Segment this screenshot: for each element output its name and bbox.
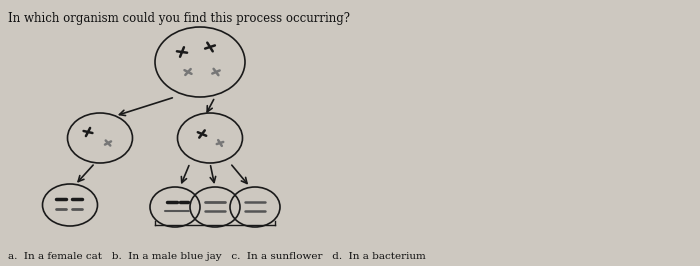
Text: a.  In a female cat   b.  In a male blue jay   c.  In a sunflower   d.  In a bac: a. In a female cat b. In a male blue jay… — [8, 252, 426, 261]
Text: In which organism could you find this process occurring?: In which organism could you find this pr… — [8, 12, 350, 25]
